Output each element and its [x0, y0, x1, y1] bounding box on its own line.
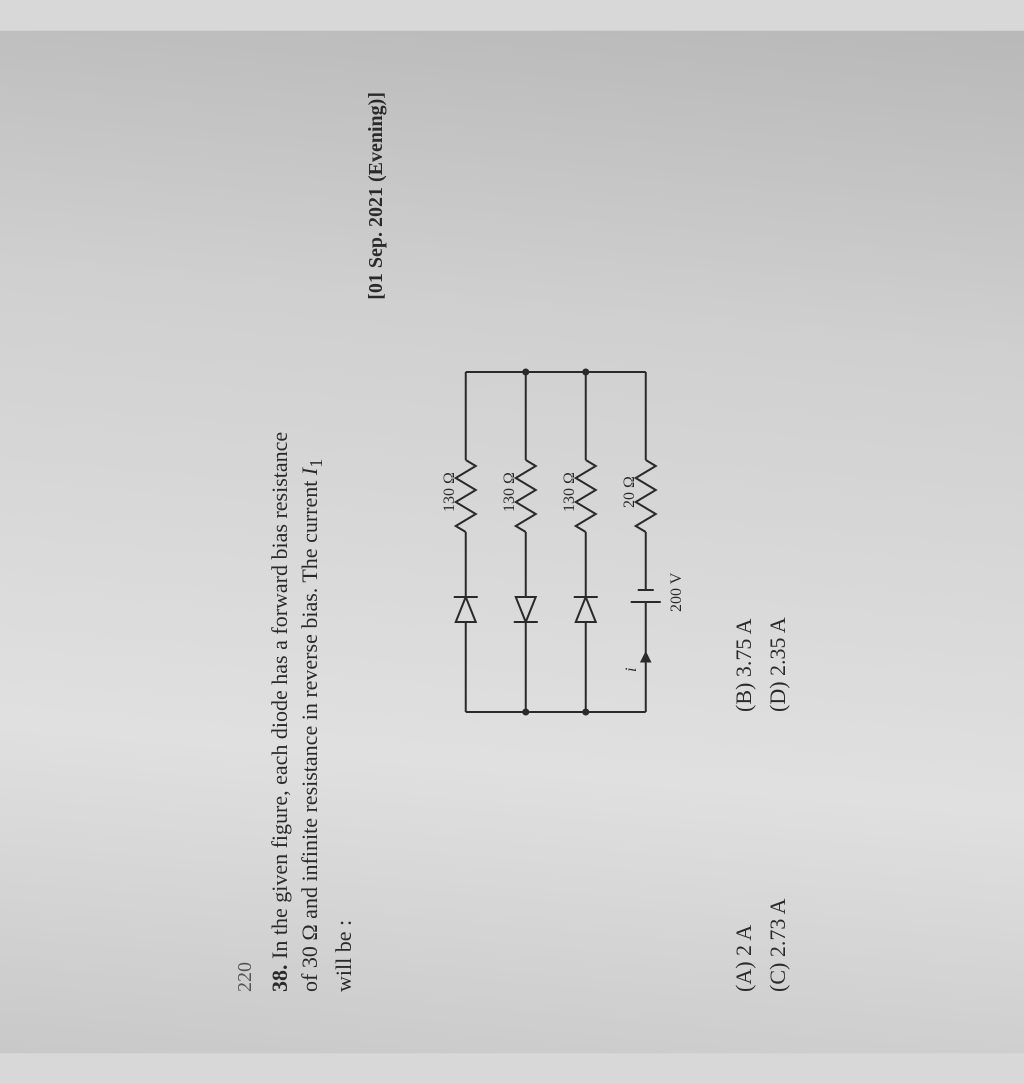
resistor-1-label: 130 Ω [440, 472, 457, 512]
choice-a-value: 2 A [730, 925, 755, 956]
question-line2: of 30 Ω and infinite resistance in rever… [296, 475, 321, 992]
resistor-2-label: 130 Ω [500, 472, 517, 512]
choice-a: (A) 2 A [730, 772, 756, 992]
choice-c-value: 2.73 A [764, 898, 789, 957]
choice-a-label: (A) [730, 961, 755, 992]
choice-b: (B) 3.75 A [730, 492, 756, 712]
choice-c: (C) 2.73 A [764, 772, 790, 992]
question-line1: In the given figure, each diode has a fo… [267, 432, 292, 959]
answer-choices: (A) 2 A (B) 3.75 A (C) 2.73 A (D) 2.35 A [730, 492, 790, 992]
question-source: [01 Sep. 2021 (Evening)] [364, 92, 387, 992]
resistor-4-label: 20 Ω [620, 476, 637, 508]
battery-label: 200 V [667, 572, 684, 612]
current-symbol: I [296, 468, 321, 475]
circuit-diagram: 130 Ω 130 Ω 130 Ω i [405, 332, 710, 752]
current-subscript: 1 [306, 459, 326, 468]
current-arrow-label: i [622, 668, 639, 672]
question-number: 38. [267, 965, 292, 993]
choice-c-label: (C) [764, 963, 789, 992]
resistor-3-label: 130 Ω [560, 472, 577, 512]
choice-d-label: (D) [764, 681, 789, 712]
page-number: 220 [234, 92, 257, 992]
question-line3: will be : [331, 920, 356, 992]
choice-d: (D) 2.35 A [764, 492, 790, 712]
question-text: 38. In the given figure, each diode has … [265, 92, 359, 992]
choice-b-value: 3.75 A [730, 618, 755, 677]
choice-d-value: 2.35 A [764, 617, 789, 676]
content-block: 220 38. In the given figure, each diode … [234, 92, 791, 992]
choice-b-label: (B) [730, 683, 755, 712]
